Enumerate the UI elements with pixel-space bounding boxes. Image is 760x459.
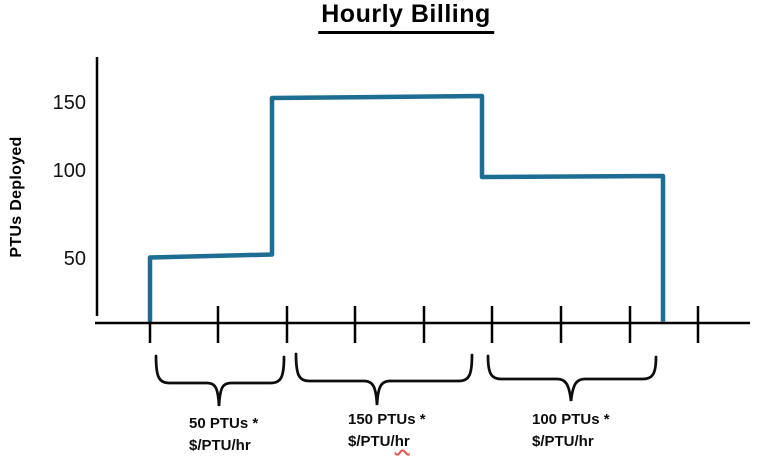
segment-label-line2: $/PTU/hr (532, 433, 594, 450)
segment-label-100ptu: 100 PTUs * $/PTU/hr (532, 409, 610, 453)
segment-label-line2: $/PTU/hr (189, 437, 251, 454)
segment-label-150ptu: 150 PTUs * $/PTU/hr (348, 409, 426, 453)
y-tick-label-100: 100 (52, 160, 86, 182)
spellcheck-underlined-text: hr (394, 433, 410, 450)
brace-segment-1 (154, 354, 286, 407)
y-tick-label-150: 150 (52, 92, 86, 114)
segment-label-line2: $/PTU/hr (348, 433, 410, 450)
x-axis-ticks (148, 306, 700, 343)
segment-label-line1: 150 PTUs * (348, 411, 426, 428)
brace-segment-3 (486, 354, 658, 402)
step-line (147, 93, 666, 322)
y-tick-label-50: 50 (63, 248, 86, 270)
segment-label-50ptu: 50 PTUs * $/PTU/hr (189, 413, 258, 457)
segment-label-line1: 50 PTUs * (189, 415, 259, 432)
segment-label-line1: 100 PTUs * (532, 411, 610, 428)
brace-segment-2 (294, 352, 474, 406)
y-axis-title: PTUs Deployed (8, 136, 25, 258)
chart-title: Hourly Billing (318, 0, 494, 34)
